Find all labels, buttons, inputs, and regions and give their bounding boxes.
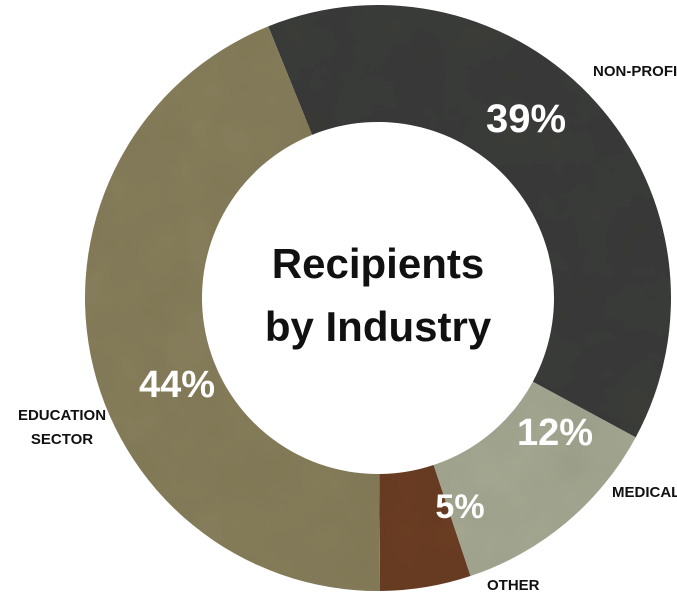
value-label-2: 5% [435, 488, 484, 526]
category-labels: NON-PROFIT MEDICAL OTHER EDUCATION SECTOR [18, 63, 677, 592]
center-title: Recipients by Industry [265, 240, 492, 350]
slice-non-profit [268, 4, 671, 438]
value-label-1: 12% [517, 412, 593, 454]
title-line-1: Recipients [272, 240, 484, 287]
category-label-1: MEDICAL [612, 484, 677, 501]
value-label-3: 44% [139, 364, 215, 406]
percent-labels: 39% 12% 5% 44% [139, 97, 593, 526]
slice-education-sector [84, 26, 381, 591]
title-line-2: by Industry [265, 303, 492, 350]
category-label-3: EDUCATION SECTOR [18, 407, 106, 448]
slices-group [84, 4, 671, 591]
slice-other [379, 465, 471, 591]
slice-medical [433, 381, 636, 577]
value-label-0: 39% [486, 97, 566, 141]
category-label-0: NON-PROFIT [593, 63, 677, 80]
category-label-2: OTHER [487, 577, 540, 592]
